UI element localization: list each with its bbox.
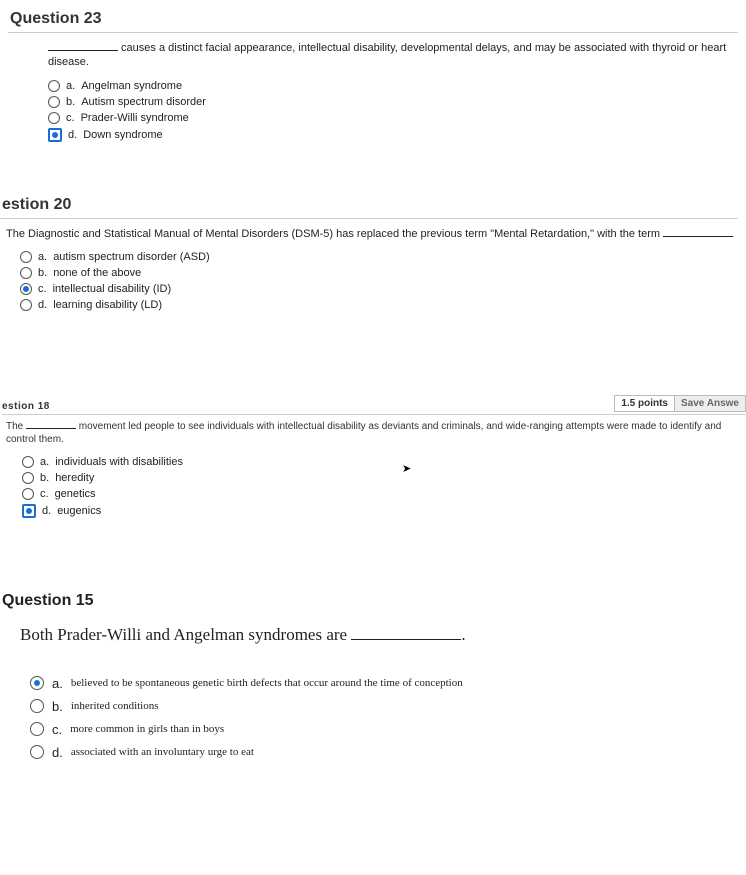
question-header: estion 18 — [2, 401, 50, 412]
radio-button[interactable] — [22, 488, 34, 500]
option-row[interactable]: c. Prader-Willi syndrome — [48, 112, 738, 124]
question-header: estion 20 — [0, 192, 738, 219]
option-list: a. individuals with disabilities b. heredit… — [22, 456, 746, 518]
option-label: autism spectrum disorder (ASD) — [53, 251, 210, 263]
radio-button[interactable] — [22, 504, 36, 518]
question-prompt: causes a distinct facial appearance, int… — [48, 41, 738, 70]
blank-line — [48, 41, 118, 51]
option-letter: b. — [52, 699, 63, 714]
option-letter: a. — [66, 80, 75, 92]
option-label: learning disability (LD) — [53, 299, 162, 311]
question-prompt: The movement led people to see individua… — [6, 419, 746, 446]
option-list: a. Angelman syndrome b. Autism spectrum dis… — [48, 80, 738, 142]
option-label: inherited conditions — [71, 700, 159, 712]
option-label: Autism spectrum disorder — [81, 96, 206, 108]
option-row[interactable]: d. eugenics — [22, 504, 746, 518]
option-row[interactable]: c. intellectual disability (ID) — [20, 283, 738, 295]
question-header: Question 15 — [0, 588, 738, 614]
radio-button[interactable] — [20, 299, 32, 311]
option-letter: a. — [52, 676, 63, 691]
radio-button[interactable] — [20, 251, 32, 263]
question-15: Question 15 Both Prader-Willi and Angelm… — [0, 582, 746, 778]
blank-line — [351, 630, 461, 640]
blank-line — [26, 419, 76, 429]
blank-line — [663, 227, 733, 237]
option-letter: a. — [40, 456, 49, 468]
option-label: genetics — [55, 488, 96, 500]
option-letter: d. — [52, 745, 63, 760]
option-label: believed to be spontaneous genetic birth… — [71, 677, 463, 689]
option-letter: c. — [66, 112, 75, 124]
option-label: Prader-Willi syndrome — [81, 112, 189, 124]
option-letter: d. — [42, 505, 51, 517]
save-answer-button[interactable]: Save Answe — [675, 395, 746, 412]
question-prompt: Both Prader-Willi and Angelman syndromes… — [20, 624, 738, 646]
option-label: heredity — [55, 472, 94, 484]
option-row[interactable]: b. Autism spectrum disorder — [48, 96, 738, 108]
option-row[interactable]: c. genetics — [22, 488, 746, 500]
option-label: eugenics — [57, 505, 101, 517]
option-letter: c. — [38, 283, 47, 295]
option-letter: b. — [66, 96, 75, 108]
option-label: individuals with disabilities — [55, 456, 183, 468]
points-label: 1.5 points — [614, 395, 675, 412]
radio-button[interactable] — [20, 283, 32, 295]
option-row[interactable]: d. associated with an involuntary urge to… — [30, 745, 738, 760]
option-row[interactable]: d. learning disability (LD) — [20, 299, 738, 311]
points-row: 1.5 points Save Answe — [614, 395, 746, 412]
option-label: associated with an involuntary urge to e… — [71, 746, 254, 758]
radio-button[interactable] — [48, 128, 62, 142]
option-letter: c. — [52, 722, 62, 737]
radio-button[interactable] — [30, 722, 44, 736]
option-row[interactable]: a. Angelman syndrome — [48, 80, 738, 92]
option-letter: b. — [40, 472, 49, 484]
option-row[interactable]: a. autism spectrum disorder (ASD) — [20, 251, 738, 263]
option-label: none of the above — [53, 267, 141, 279]
option-row[interactable]: d. Down syndrome — [48, 128, 738, 142]
radio-button[interactable] — [30, 676, 44, 690]
radio-button[interactable] — [30, 745, 44, 759]
option-row[interactable]: c. more common in girls than in boys — [30, 722, 738, 737]
radio-button[interactable] — [48, 96, 60, 108]
question-18: estion 18 1.5 points Save Answe The move… — [0, 385, 746, 532]
option-letter: c. — [40, 488, 49, 500]
option-letter: b. — [38, 267, 47, 279]
option-letter: d. — [68, 129, 77, 141]
question-20: estion 20 The Diagnostic and Statistical… — [0, 186, 746, 325]
radio-button[interactable] — [22, 472, 34, 484]
cursor-icon: ➤ — [402, 462, 411, 475]
option-letter: d. — [38, 299, 47, 311]
radio-button[interactable] — [48, 80, 60, 92]
question-prompt: The Diagnostic and Statistical Manual of… — [6, 227, 738, 241]
option-row[interactable]: a. individuals with disabilities — [22, 456, 746, 468]
option-label: intellectual disability (ID) — [53, 283, 172, 295]
option-list: a. believed to be spontaneous genetic bir… — [30, 676, 738, 760]
question-header: Question 23 — [8, 6, 738, 33]
radio-button[interactable] — [48, 112, 60, 124]
option-row[interactable]: b. none of the above — [20, 267, 738, 279]
option-list: a. autism spectrum disorder (ASD) b. none o… — [20, 251, 738, 311]
option-row[interactable]: a. believed to be spontaneous genetic bir… — [30, 676, 738, 691]
option-row[interactable]: b. inherited conditions — [30, 699, 738, 714]
option-label: more common in girls than in boys — [70, 723, 224, 735]
radio-button[interactable] — [22, 456, 34, 468]
radio-button[interactable] — [20, 267, 32, 279]
option-label: Down syndrome — [83, 129, 162, 141]
option-letter: a. — [38, 251, 47, 263]
option-row[interactable]: b. heredity — [22, 472, 746, 484]
radio-button[interactable] — [30, 699, 44, 713]
option-label: Angelman syndrome — [81, 80, 182, 92]
question-23: Question 23 causes a distinct facial app… — [0, 0, 746, 156]
question-header-row: estion 18 1.5 points Save Answe — [2, 391, 746, 415]
